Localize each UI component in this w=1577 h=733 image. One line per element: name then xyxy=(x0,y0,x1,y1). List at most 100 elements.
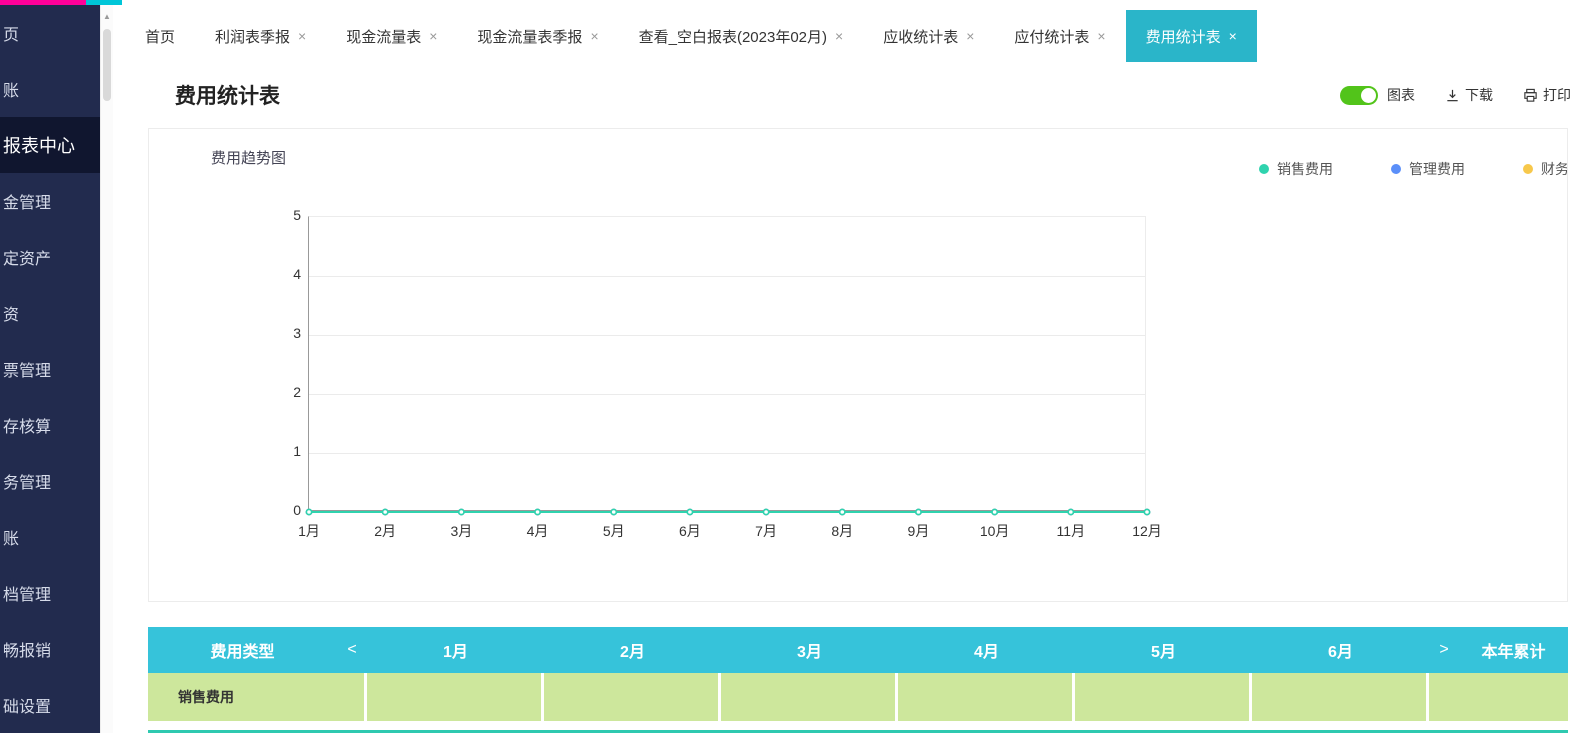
legend-item-sales-expense[interactable]: 销售费用 xyxy=(1259,159,1333,179)
legend-label: 财务费用 xyxy=(1541,161,1568,177)
sidebar-item-label: 畅报销 xyxy=(3,643,52,660)
sidebar-item-reimburse[interactable]: 畅报销 xyxy=(0,621,100,677)
download-icon xyxy=(1447,89,1458,101)
header-actions: 图表 下载 打印 xyxy=(1340,85,1571,105)
tab-bar: 首页 利润表季报 × 现金流量表 × 现金流量表季报 × 查看_空白报表(202… xyxy=(113,0,1577,62)
tab-close-icon[interactable]: × xyxy=(429,28,438,44)
sidebar-item-label: 票管理 xyxy=(3,363,52,380)
sidebar-item-ledger[interactable]: 账 xyxy=(0,61,100,117)
sidebar-item-tax[interactable]: 务管理 xyxy=(0,453,100,509)
table-header-month: 2月 xyxy=(620,644,645,661)
tab-receivable-stats[interactable]: 应收统计表 × xyxy=(863,10,994,62)
chart-toggle[interactable]: 图表 xyxy=(1340,85,1415,105)
sidebar-item-home[interactable]: 页 xyxy=(0,5,100,61)
legend-dot-admin xyxy=(1391,164,1401,174)
y-axis-tick-label: 1 xyxy=(293,443,301,459)
sidebar-item-label: 金管理 xyxy=(3,195,52,212)
sidebar-scrollbar[interactable]: ▲ xyxy=(100,5,113,733)
x-axis-tick-label: 5月 xyxy=(602,523,625,539)
next-months-arrow[interactable]: > xyxy=(1439,641,1449,658)
table-header-month: 5月 xyxy=(1151,644,1176,661)
toggle-switch[interactable] xyxy=(1340,85,1378,105)
tab-cashflow[interactable]: 现金流量表 × xyxy=(326,10,457,62)
tab-cashflow-quarterly[interactable]: 现金流量表季报 × xyxy=(457,10,618,62)
download-button[interactable]: 下载 xyxy=(1445,85,1493,105)
x-axis-tick-label: 8月 xyxy=(831,523,854,539)
table-header-row: 费用类型 < 1月 2月 3月 4月 5月 6月 > 本年累计 xyxy=(148,627,1568,673)
y-axis-tick-label: 2 xyxy=(293,384,301,400)
table-header-expense-type: 费用类型 xyxy=(210,644,275,661)
sidebar-item-label: 资 xyxy=(3,307,20,324)
y-axis-tick-label: 3 xyxy=(293,325,301,341)
sidebar-item-closing[interactable]: 账 xyxy=(0,509,100,565)
sidebar-item-archives[interactable]: 档管理 xyxy=(0,565,100,621)
tab-blank-report[interactable]: 查看_空白报表(2023年02月) × xyxy=(619,10,864,62)
table-header-month: 3月 xyxy=(797,644,822,661)
table-horizontal-scrollbar[interactable] xyxy=(148,730,1568,733)
table-row-sales-expense[interactable]: 销售费用 xyxy=(148,673,1568,721)
sidebar-item-inventory[interactable]: 存核算 xyxy=(0,397,100,453)
chart-toggle-label: 图表 xyxy=(1387,87,1415,103)
x-axis-tick-label: 10月 xyxy=(979,523,1010,539)
sidebar-item-funds[interactable]: 金管理 xyxy=(0,173,100,229)
sidebar-item-label: 档管理 xyxy=(3,587,52,604)
table-header-month: 6月 xyxy=(1328,644,1353,661)
tab-profit-quarterly[interactable]: 利润表季报 × xyxy=(195,10,326,62)
tab-expense-stats[interactable]: 费用统计表 × xyxy=(1125,10,1257,62)
gridline xyxy=(309,453,1145,454)
tab-close-icon[interactable]: × xyxy=(590,28,599,44)
page-title: 费用统计表 xyxy=(175,85,280,108)
tab-label: 费用统计表 xyxy=(1145,28,1221,46)
table-cell xyxy=(367,673,541,721)
table-cell xyxy=(544,673,718,721)
scrollbar-thumb[interactable] xyxy=(103,29,111,101)
tab-close-icon[interactable]: × xyxy=(835,28,844,44)
gridline xyxy=(309,276,1145,277)
sidebar: 页 账 报表中心 金管理 定资产 资 票管理 存核算 务管理 账 档管理 畅报销… xyxy=(0,5,100,733)
gridline xyxy=(309,335,1145,336)
prev-months-arrow[interactable]: < xyxy=(347,641,357,658)
y-axis-tick-label: 0 xyxy=(293,502,301,518)
scrollbar-up-arrow-icon[interactable]: ▲ xyxy=(103,12,111,21)
main-area: 首页 利润表季报 × 现金流量表 × 现金流量表季报 × 查看_空白报表(202… xyxy=(113,0,1577,733)
x-axis-tick-label: 3月 xyxy=(450,523,473,539)
row-label: 销售费用 xyxy=(148,673,364,721)
table-cell xyxy=(898,673,1072,721)
download-label: 下载 xyxy=(1465,87,1493,103)
tab-label: 利润表季报 xyxy=(215,28,291,46)
print-label: 打印 xyxy=(1543,87,1571,103)
tab-label: 查看_空白报表(2023年02月) xyxy=(638,28,828,46)
legend-item-finance-expense[interactable]: 财务费用 xyxy=(1523,159,1568,179)
chart-legend: 销售费用 管理费用 财务费用 xyxy=(1259,159,1568,179)
tab-label: 首页 xyxy=(145,28,176,46)
tab-close-icon[interactable]: × xyxy=(298,28,307,44)
printer-icon xyxy=(1524,88,1537,102)
tab-close-icon[interactable]: × xyxy=(1228,28,1237,44)
legend-label: 销售费用 xyxy=(1277,161,1333,177)
expense-table: 费用类型 < 1月 2月 3月 4月 5月 6月 > 本年累计 销售费用 xyxy=(148,627,1568,733)
print-button[interactable]: 打印 xyxy=(1523,85,1571,105)
expense-trend-chart-card: 费用趋势图 销售费用 管理费用 财务费用 0 1 2 3 4 5 1月 2月 3月 4月 5月 6月 7… xyxy=(148,128,1568,602)
sidebar-item-report-center[interactable]: 报表中心 xyxy=(0,117,100,173)
sidebar-item-fixed-assets[interactable]: 定资产 xyxy=(0,229,100,285)
tab-close-icon[interactable]: × xyxy=(1097,28,1106,44)
sidebar-item-label: 础设置 xyxy=(3,699,52,716)
sidebar-item-label: 报表中心 xyxy=(3,136,75,156)
sidebar-item-salary[interactable]: 资 xyxy=(0,285,100,341)
sidebar-item-label: 账 xyxy=(3,531,20,548)
sidebar-item-label: 存核算 xyxy=(3,419,52,436)
sidebar-item-label: 页 xyxy=(3,27,20,44)
sidebar-item-settings[interactable]: 础设置 xyxy=(0,677,100,733)
x-axis-tick-label: 6月 xyxy=(679,523,701,539)
x-axis-tick-label: 4月 xyxy=(526,523,549,539)
sidebar-item-invoice[interactable]: 票管理 xyxy=(0,341,100,397)
tab-payable-stats[interactable]: 应付统计表 × xyxy=(994,10,1125,62)
tab-home[interactable]: 首页 xyxy=(125,10,195,62)
tab-label: 应付统计表 xyxy=(1014,28,1090,46)
tab-close-icon[interactable]: × xyxy=(966,28,975,44)
x-axis-tick-label: 2月 xyxy=(374,523,397,539)
table-row-partial xyxy=(148,721,1568,730)
legend-item-admin-expense[interactable]: 管理费用 xyxy=(1391,159,1465,179)
sidebar-item-label: 定资产 xyxy=(3,251,52,268)
legend-dot-finance xyxy=(1523,164,1533,174)
